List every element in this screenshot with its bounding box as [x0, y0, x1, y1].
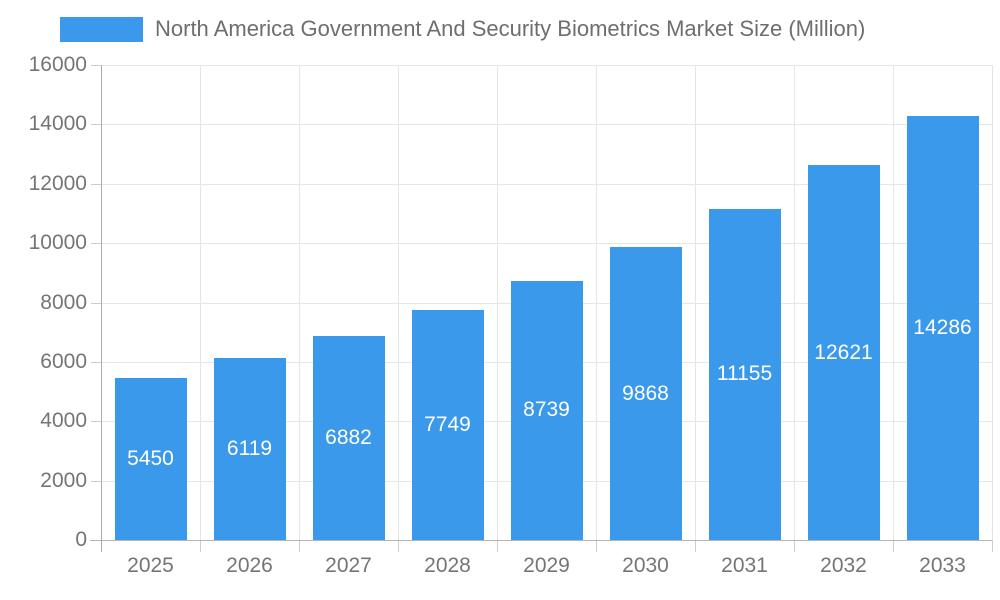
x-axis-tick-label: 2025	[127, 554, 174, 577]
y-axis-tick	[91, 480, 101, 482]
x-axis-tick	[497, 540, 498, 552]
y-axis-tick-label: 6000	[40, 349, 87, 373]
bar[interactable]	[609, 247, 682, 540]
y-axis-tick-label: 0	[75, 528, 87, 551]
x-axis-tick-label: 2028	[424, 554, 471, 577]
bar[interactable]	[312, 335, 385, 540]
y-axis-tick-label: 2000	[40, 468, 87, 492]
y-axis-line	[101, 65, 102, 552]
x-gridline	[992, 65, 993, 540]
plot-area: 0 2000 4000 6000 8000 10000 12000 14000 16000 545…	[29, 53, 993, 577]
x-axis-tick	[398, 540, 399, 552]
y-gridline	[101, 243, 992, 245]
x-axis-tick	[200, 540, 201, 552]
bar[interactable]	[807, 165, 880, 540]
x-gridline	[497, 65, 498, 540]
x-axis-tick	[794, 540, 795, 552]
x-axis-tick	[992, 540, 993, 552]
x-gridline	[893, 65, 894, 540]
y-axis-tick-label: 14000	[28, 112, 87, 136]
x-axis-tick	[299, 540, 300, 552]
x-axis-tick	[893, 540, 894, 552]
y-axis-tick	[91, 65, 101, 66]
x-axis-tick-label: 2031	[721, 554, 768, 577]
x-gridline	[398, 65, 399, 540]
bar[interactable]	[114, 378, 187, 540]
bar[interactable]	[708, 208, 781, 540]
y-axis-tick-label: 10000	[28, 231, 87, 255]
x-axis-tick-label: 2032	[820, 554, 867, 577]
x-gridline	[695, 65, 696, 540]
y-axis-tick-label: 8000	[40, 290, 87, 314]
x-gridline	[794, 65, 795, 540]
x-axis-tick	[596, 540, 597, 552]
y-gridline	[101, 124, 992, 126]
y-axis-tick	[91, 302, 101, 304]
x-axis-tick-label: 2027	[325, 554, 372, 577]
bar[interactable]	[411, 309, 484, 540]
x-axis-tick	[695, 540, 696, 552]
legend-label: North America Government And Security Bi…	[155, 16, 866, 41]
x-gridline	[299, 65, 300, 540]
bar[interactable]	[906, 115, 979, 540]
y-axis-tick	[91, 421, 101, 423]
x-axis-line	[90, 540, 992, 541]
y-axis-tick-label: 4000	[40, 409, 87, 433]
legend-swatch	[60, 16, 143, 42]
x-axis-tick-label: 2033	[919, 554, 966, 577]
y-axis-tick	[91, 243, 101, 245]
y-axis-tick-label: 16000	[28, 53, 87, 76]
y-axis-tick-label: 12000	[28, 171, 87, 195]
y-gridline	[101, 65, 992, 66]
y-gridline	[101, 183, 992, 185]
x-axis-tick-label: 2029	[523, 554, 570, 577]
x-gridline	[200, 65, 201, 540]
x-axis-tick-label: 2030	[622, 554, 669, 577]
y-axis-tick	[91, 361, 101, 363]
y-axis-tick	[91, 124, 101, 126]
x-axis-tick-label: 2026	[226, 554, 273, 577]
legend[interactable]: North America Government And Security Bi…	[60, 14, 865, 44]
bar[interactable]	[510, 280, 583, 540]
x-gridline	[596, 65, 597, 540]
bar[interactable]	[213, 358, 286, 540]
y-axis-tick	[91, 183, 101, 185]
